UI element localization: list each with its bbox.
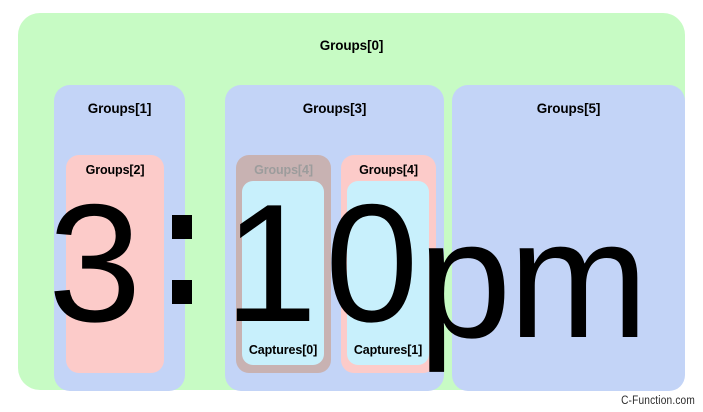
group-box-groups-0: Groups[0] Groups[1] Groups[2] Groups[3] …	[18, 13, 685, 391]
capture-label-captures-1: Captures[1]	[353, 343, 423, 357]
group-box-groups-4-active: Groups[4] Captures[1]	[341, 155, 436, 373]
group-label-groups-5: Groups[5]	[536, 101, 601, 116]
capture-label-captures-0: Captures[0]	[248, 343, 318, 357]
group-label-groups-4-inactive: Groups[4]	[254, 163, 313, 177]
group-label-groups-0: Groups[0]	[319, 38, 384, 53]
capture-box-captures-1: Captures[1]	[347, 181, 429, 365]
group-label-groups-3: Groups[3]	[302, 101, 367, 116]
colon-separator-top-dot	[172, 215, 192, 239]
capture-box-captures-0: Captures[0]	[242, 181, 324, 365]
group-label-groups-2: Groups[2]	[85, 163, 145, 177]
group-box-groups-4-inactive: Groups[4] Captures[0]	[236, 155, 331, 373]
group-box-groups-3: Groups[3] Groups[4] Captures[0] Groups[4…	[225, 85, 444, 391]
group-box-groups-1: Groups[1] Groups[2]	[54, 85, 185, 391]
watermark: C-Function.com	[621, 395, 695, 407]
group-box-groups-2: Groups[2]	[66, 155, 164, 373]
group-label-groups-4-active: Groups[4]	[359, 163, 418, 177]
colon-separator-bottom-dot	[172, 280, 192, 304]
group-box-groups-5: Groups[5]	[452, 85, 685, 391]
group-label-groups-1: Groups[1]	[87, 101, 152, 116]
